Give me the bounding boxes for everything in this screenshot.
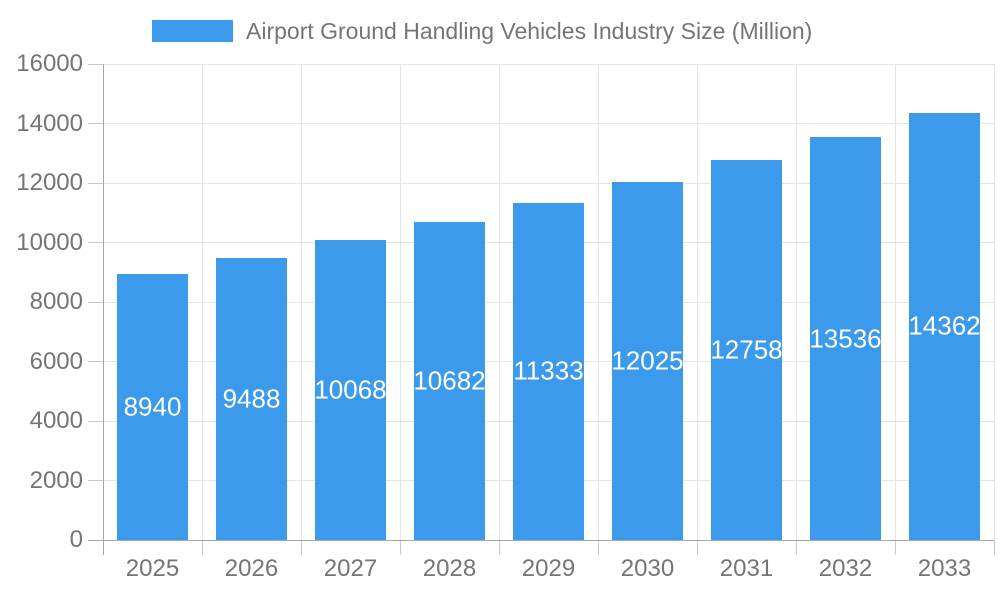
x-gridline: [201, 64, 203, 540]
y-axis-label: 4000: [29, 407, 83, 434]
x-axis-line: [88, 539, 994, 541]
x-gridline: [894, 64, 896, 540]
y-axis-label: 6000: [29, 347, 83, 375]
bar[interactable]: [414, 222, 485, 540]
x-gridline: [300, 64, 302, 540]
x-axis-label: 2027: [323, 555, 378, 582]
x-axis-tick: [399, 540, 401, 555]
bar[interactable]: [513, 202, 584, 540]
y-axis-tick: [88, 123, 103, 124]
x-gridline: [696, 64, 698, 540]
bar[interactable]: [315, 240, 386, 540]
bar-value-label: 10068: [314, 374, 387, 405]
bar[interactable]: [810, 137, 881, 540]
y-axis-tick: [88, 420, 103, 422]
y-axis-tick: [88, 480, 103, 481]
x-gridline: [795, 64, 797, 540]
bar-value-label: 12025: [611, 345, 684, 376]
x-axis-tick: [597, 540, 599, 555]
x-gridline: [597, 64, 599, 540]
bar-value-label: 8940: [123, 391, 182, 422]
x-axis-tick: [498, 540, 500, 555]
y-gridline: [103, 123, 994, 124]
y-axis-label: 0: [69, 526, 83, 553]
y-axis-tick: [88, 182, 103, 184]
bar-value-label: 12758: [710, 334, 783, 365]
x-gridline: [498, 64, 500, 540]
x-axis-tick: [696, 540, 698, 555]
y-axis-label: 14000: [16, 109, 83, 137]
x-axis-label: 2032: [818, 555, 873, 582]
y-gridline: [103, 63, 994, 65]
x-axis-tick: [201, 540, 203, 555]
y-axis-label: 12000: [16, 169, 83, 196]
y-axis-tick: [88, 301, 103, 303]
y-axis-tick: [88, 63, 103, 65]
bar-value-label: 10682: [413, 365, 486, 396]
x-axis-label: 2029: [521, 555, 576, 582]
y-gridline: [103, 182, 994, 184]
y-axis-label: 16000: [16, 50, 83, 77]
legend-label: Airport Ground Handling Vehicles Industr…: [246, 18, 813, 44]
x-axis-label: 2033: [917, 555, 972, 582]
y-axis-label: 2000: [29, 466, 83, 494]
x-axis-label: 2025: [125, 555, 180, 582]
y-axis-tick: [88, 242, 103, 243]
bar[interactable]: [909, 112, 980, 540]
x-axis-label: 2028: [422, 555, 477, 582]
x-axis-label: 2030: [620, 555, 675, 582]
bar[interactable]: [711, 160, 782, 540]
bar-value-label: 11333: [513, 355, 584, 386]
bar-value-label: 14362: [908, 310, 981, 341]
bar-value-label: 9488: [222, 383, 281, 414]
x-axis-tick: [894, 540, 896, 555]
bar[interactable]: [216, 257, 287, 540]
y-axis-line: [102, 64, 104, 555]
x-axis-tick: [795, 540, 797, 555]
x-axis-label: 2031: [719, 555, 774, 582]
legend-item[interactable]: Airport Ground Handling Vehicles Industr…: [152, 18, 813, 44]
bar-value-label: 13536: [809, 323, 882, 354]
legend-swatch: [152, 20, 233, 42]
y-axis-tick: [88, 361, 103, 362]
y-axis-label: 8000: [29, 288, 83, 315]
bar[interactable]: [612, 182, 683, 540]
x-axis-tick: [993, 540, 995, 555]
x-axis-label: 2026: [224, 555, 279, 582]
x-axis-tick: [300, 540, 302, 555]
bar[interactable]: [117, 274, 188, 540]
y-axis-label: 10000: [16, 228, 83, 256]
x-gridline: [993, 64, 995, 540]
x-gridline: [399, 64, 401, 540]
